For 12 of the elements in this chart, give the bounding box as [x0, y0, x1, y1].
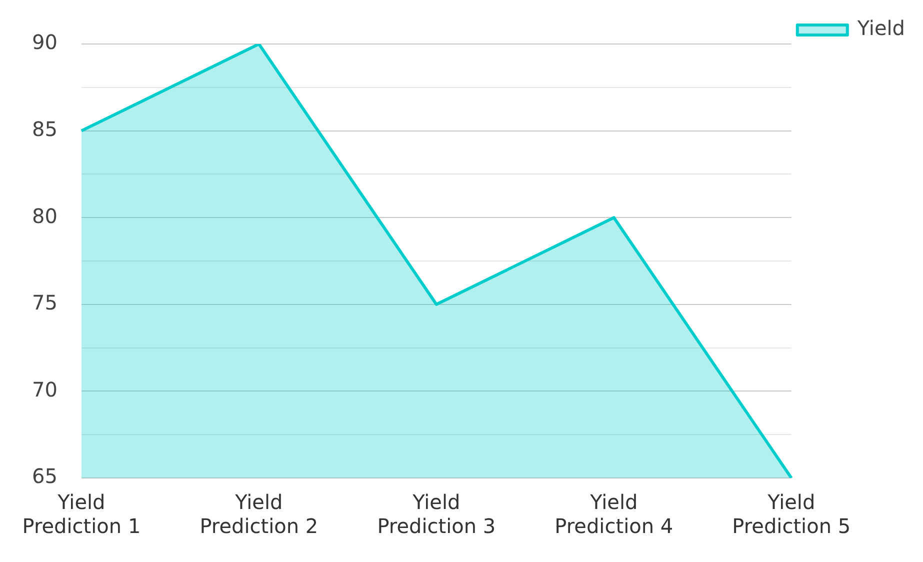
y-tick-label: 65	[32, 464, 58, 488]
y-tick-label: 90	[32, 30, 58, 54]
x-tick-label: Yield Prediction 4	[554, 490, 674, 538]
y-tick-label: 70	[32, 377, 58, 402]
x-tick-label: Yield Prediction 1	[22, 490, 141, 538]
x-tick-label: Yield Prediction 3	[377, 490, 496, 538]
y-tick-label: 85	[32, 117, 58, 142]
y-tick-label: 80	[32, 204, 58, 228]
y-tick-label: 75	[32, 290, 58, 315]
x-tick-label: Yield Prediction 5	[732, 490, 851, 538]
x-tick-label: Yield Prediction 2	[200, 490, 318, 538]
legend-label: Yield	[856, 16, 906, 40]
